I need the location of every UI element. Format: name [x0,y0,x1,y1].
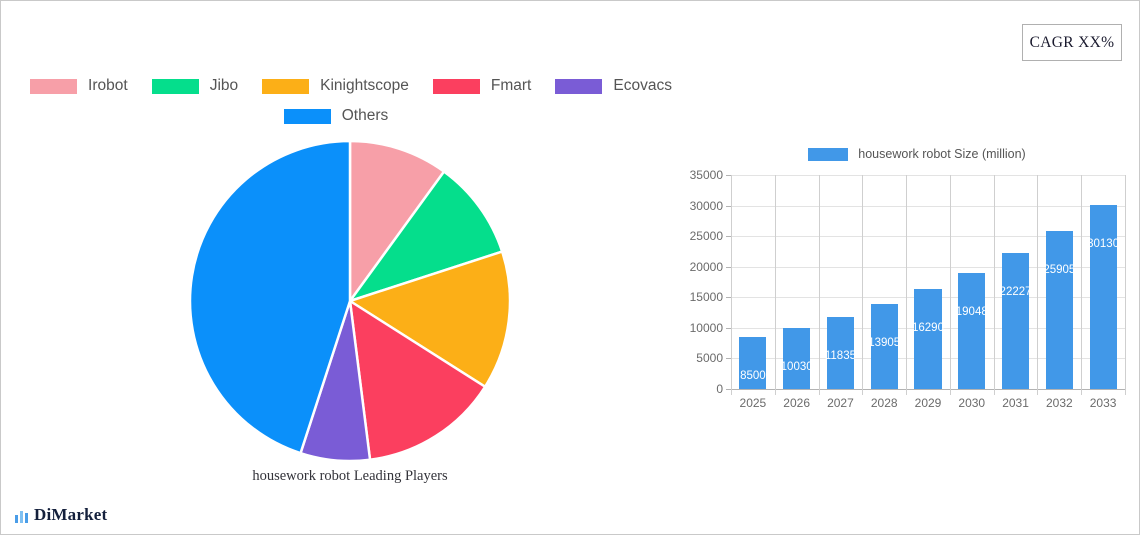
y-axis-label: 30000 [689,198,723,213]
pie-legend-item-kinightscope[interactable]: Kinightscope [262,77,409,95]
cagr-badge-label: CAGR XX% [1029,33,1115,51]
bar-2033[interactable] [1089,204,1117,389]
pie-legend-label-others: Others [341,107,389,124]
bar-value-label-2029: 16290 [912,322,944,335]
bar-2028[interactable] [870,303,898,389]
pie-legend-item-ecovacs[interactable]: Ecovacs [555,77,672,95]
bar-value-label-2026: 10030 [780,360,813,373]
y-axis-label: 25000 [689,229,723,244]
bar-2031[interactable] [1001,253,1030,389]
bar-value-label-2031: 22227 [999,286,1032,299]
y-axis-tick [726,205,731,207]
bar-2030[interactable] [958,272,986,389]
pie-legend-item-jibo[interactable]: Jibo [151,77,239,95]
y-axis-line [731,175,732,395]
pie-legend-item-others[interactable]: Others [283,107,389,125]
x-axis-label-2027: 2027 [827,396,854,410]
bar-2027[interactable] [826,316,854,389]
y-axis-tick [726,389,731,390]
y-axis-label: 35000 [689,168,723,182]
pie-legend-item-irobot[interactable]: Irobot [30,77,128,95]
gridline [731,236,1125,238]
x-axis-label-2032: 2032 [1045,396,1073,410]
pie-legend: Irobot Jibo Kinightscope Fmart Ecovacs [1,71,701,131]
pie-slice-fmart[interactable] [348,298,487,462]
y-axis-label: 0 [716,382,723,396]
pie-legend-item-fmart[interactable]: Fmart [432,77,532,95]
y-axis-tick [726,327,731,329]
pie-legend-label-kinightscope: Kinightscope [320,77,409,94]
pie-legend-label-irobot: Irobot [88,77,128,94]
bar-2029[interactable] [914,289,942,389]
plot-right-border [1125,175,1126,395]
bar-value-label-2033: 30130 [1087,237,1120,250]
pie-legend-label-ecovacs: Ecovacs [613,77,672,94]
x-axis-separator [1037,175,1039,395]
pie-slice-irobot[interactable] [348,140,446,305]
y-axis-label: 5000 [696,351,723,366]
x-axis-label-2028: 2028 [870,396,898,410]
y-axis-tick [726,175,731,176]
gridline [731,266,1125,268]
bar-chart-plot-area: 0 5000 10000 15000 20000 25000 30000 35000 8500 2… [677,167,1127,410]
bar-value-label-2025: 8500 [740,370,766,383]
legend-swatch-icon-jibo [151,78,199,94]
x-axis-separator [949,175,951,395]
pie-slice-jibo[interactable] [346,169,504,304]
bar-chart-legend[interactable]: housework robot Size (million) [707,143,1127,165]
x-axis-separator [818,175,820,395]
legend-swatch-icon-fmart [432,78,480,94]
bar-chart-icon [15,508,28,523]
bar-2032[interactable] [1045,230,1073,389]
bar-value-label-2032: 25905 [1043,263,1076,276]
x-axis-label-2026: 2026 [783,396,810,410]
y-axis-tick [726,297,731,299]
pie-legend-row-1: Irobot Jibo Kinightscope Fmart Ecovacs [1,71,701,101]
y-axis-tick [726,266,731,268]
bar-value-label-2027: 11835 [824,349,856,362]
bar-2025[interactable] [739,337,767,389]
bar-value-label-2030: 19048 [955,305,988,318]
pie-slice-others[interactable] [189,140,352,455]
brand-logo-text: DiMarket [34,505,108,524]
gridline [731,205,1125,207]
x-axis-separator [862,175,864,395]
x-axis-label-2025: 2025 [739,396,767,410]
y-axis-label: 15000 [689,290,723,305]
pie-legend-row-2: Others [1,101,701,131]
legend-swatch-icon-housework-robot-size [808,147,849,161]
legend-swatch-icon-ecovacs [555,78,603,94]
legend-swatch-icon-others [283,108,331,124]
pie-chart [189,140,511,462]
x-axis-separator [1081,175,1083,395]
y-axis-tick [726,358,731,360]
cagr-badge: CAGR XX% [1022,24,1122,61]
bar-chart: housework robot Size (million) 0 5000 1000… [677,143,1127,410]
pie-chart-caption: housework robot Leading Players [252,468,448,484]
legend-swatch-icon-kinightscope [262,78,310,94]
x-axis-separator [993,175,995,395]
pie-slice-group [189,140,511,462]
gridline [731,175,1125,176]
x-axis-separator [906,175,908,395]
x-axis-label-2031: 2031 [1002,396,1029,410]
y-axis-tick [726,236,731,238]
brand-logo: DiMarket [15,506,107,523]
pie-legend-label-jibo: Jibo [209,77,239,94]
bar-value-label-2028: 13905 [868,336,901,349]
bar-chart-legend-label: housework robot Size (million) [858,147,1026,161]
pie-slice-kinightscope[interactable] [347,249,511,389]
x-axis-label-2030: 2030 [958,396,986,410]
x-axis-separator [774,175,776,395]
y-axis-label: 10000 [689,320,723,335]
pie-chart-svg [189,140,511,462]
bar-2026[interactable] [783,327,811,389]
x-axis-label-2033: 2033 [1089,396,1117,410]
y-axis-label: 20000 [689,259,723,274]
x-axis-label-2029: 2029 [914,396,942,410]
pie-legend-label-fmart: Fmart [490,77,532,94]
x-axis-line [731,389,1125,390]
legend-swatch-icon-irobot [30,78,78,94]
